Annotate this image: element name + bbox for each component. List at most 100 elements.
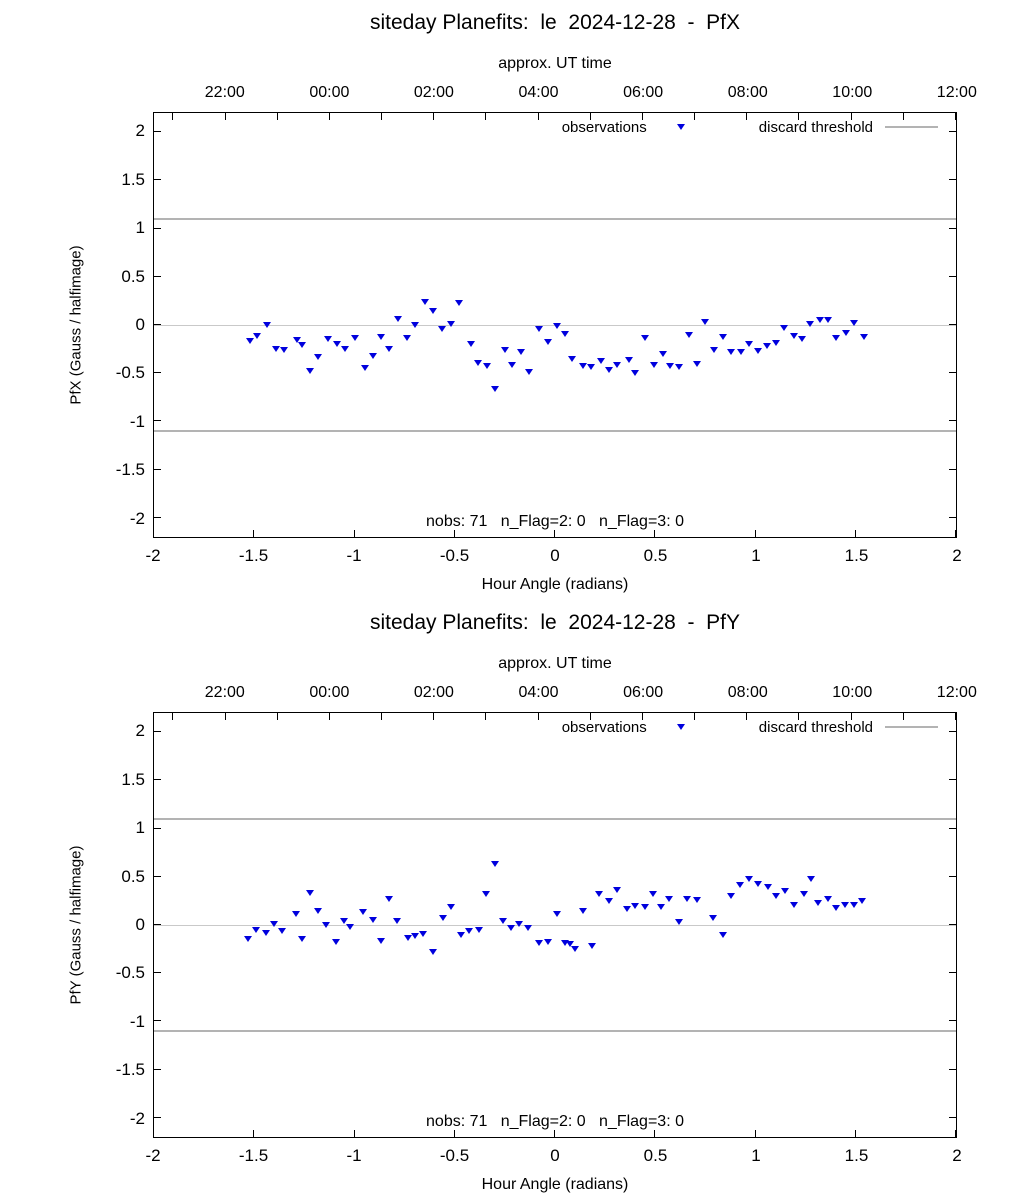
data-point-marker — [292, 911, 301, 918]
data-point-marker — [693, 360, 702, 367]
y-tick-mark — [154, 731, 161, 733]
data-point-marker — [428, 948, 437, 955]
legend-observations-label: observations — [561, 118, 647, 136]
y-tick-mark — [154, 924, 161, 925]
data-point-marker — [393, 316, 402, 323]
data-point-marker — [805, 321, 814, 328]
data-point-marker — [263, 322, 272, 328]
legend: observations discard threshold — [562, 118, 938, 136]
data-point-marker — [709, 915, 718, 922]
data-point-marker — [613, 887, 622, 894]
observations-marker-icon — [676, 124, 685, 130]
data-point-marker — [840, 901, 849, 908]
x-tick-mark — [955, 530, 956, 537]
y-tick-mark-mirror — [949, 731, 956, 733]
y-tick-mark-mirror — [949, 924, 956, 925]
data-point-marker — [753, 880, 762, 887]
data-point-marker — [456, 931, 465, 938]
data-point-marker — [553, 911, 561, 918]
data-point-marker — [516, 348, 525, 355]
data-point-marker — [566, 941, 575, 948]
x-tick-label: 1.5 — [844, 1146, 869, 1165]
y-tick-mark — [154, 420, 161, 422]
plot-title: siteday Planefits: le 2024-12-28 - PfX — [369, 11, 741, 34]
data-point-marker — [376, 333, 385, 340]
data-point-marker — [568, 355, 577, 362]
ut-tick-mark — [433, 713, 435, 720]
data-point-marker — [474, 926, 483, 933]
y-tick-mark — [154, 372, 161, 374]
x-tick-mark — [353, 530, 355, 537]
data-point-marker — [410, 322, 419, 328]
ut-tick-mark — [954, 113, 956, 120]
data-point-marker — [446, 903, 455, 910]
y-tick-label: 0 — [135, 915, 145, 934]
ut-tick-mark — [798, 713, 800, 720]
data-point-marker — [823, 895, 832, 902]
ut-tick-labels: 22:00 00:00 02:00 04:00 06:00 08:00 10:00 12:00 — [153, 84, 977, 104]
data-point-marker — [815, 317, 824, 324]
x-tick-mark — [654, 530, 656, 537]
ut-tick-label: 02:00 — [413, 84, 454, 101]
ut-tick-label: 08:00 — [727, 684, 768, 701]
legend-threshold-label: discard threshold — [758, 718, 873, 736]
data-point-marker — [745, 875, 754, 882]
data-point-marker — [789, 901, 798, 908]
data-point-marker — [482, 363, 491, 370]
plot-panel-pfx: siteday Planefits: le 2024-12-28 - PfX a… — [67, 11, 977, 593]
y-tick-mark — [154, 1020, 161, 1022]
x-tick-mark — [854, 1130, 856, 1137]
ut-tick-mark — [276, 113, 278, 120]
x-tick-mark — [153, 1130, 154, 1137]
x-tick-mark — [353, 1130, 355, 1137]
y-tick-label: 1.5 — [121, 169, 145, 189]
data-point-marker — [498, 918, 507, 925]
x-tick-label: -1.5 — [238, 1146, 269, 1165]
data-point-marker — [553, 322, 561, 329]
data-point-marker — [571, 946, 580, 953]
y-tick-labels: -2 -1.5 -1 -0.5 0 0.5 1 1.5 2 — [99, 712, 145, 1138]
y-tick-mark-mirror — [949, 516, 956, 518]
data-point-marker — [831, 904, 840, 911]
ut-tick-mark — [485, 113, 487, 120]
data-point-marker — [701, 319, 710, 326]
data-point-marker — [763, 884, 772, 891]
data-point-marker — [806, 875, 815, 882]
data-point-marker — [403, 935, 412, 942]
ut-tick-mark — [589, 713, 591, 720]
data-point-marker — [587, 364, 596, 371]
data-point-marker — [543, 339, 552, 346]
data-point-marker — [813, 899, 822, 906]
data-point-marker — [605, 897, 614, 904]
data-point-marker — [736, 881, 745, 888]
data-point-marker — [675, 919, 684, 926]
data-point-marker — [857, 897, 866, 904]
y-tick-mark-mirror — [949, 468, 956, 470]
data-point-marker — [500, 347, 509, 354]
data-point-marker — [683, 895, 692, 902]
data-point-marker — [649, 891, 658, 898]
data-point-marker — [543, 939, 552, 946]
ut-tick-label: 10:00 — [832, 84, 873, 101]
data-point-marker — [246, 338, 255, 345]
y-tick-mark — [154, 131, 161, 133]
data-point-marker — [665, 895, 674, 902]
data-point-marker — [641, 334, 650, 341]
x-tick-labels: -2 -1.5 -1 -0.5 0 0.5 1 1.5 2 — [145, 1146, 961, 1166]
ut-tick-label: 00:00 — [309, 684, 350, 701]
data-point-marker — [613, 362, 622, 369]
data-point-marker — [595, 890, 604, 897]
data-point-marker — [779, 324, 788, 331]
y-tick-label: 2 — [135, 121, 145, 141]
data-point-marker — [797, 336, 806, 343]
ut-tick-label: 04:00 — [518, 84, 559, 101]
y-tick-label: 0.5 — [121, 266, 145, 286]
y-tick-label: -1 — [129, 1011, 145, 1031]
y-tick-mark-mirror — [949, 420, 956, 422]
ut-tick-mark — [798, 113, 800, 120]
y-tick-mark — [154, 275, 161, 277]
data-point-marker — [306, 890, 315, 897]
data-point-marker — [341, 346, 350, 353]
plot-title: siteday Planefits: le 2024-12-28 - PfY — [369, 611, 741, 634]
ut-tick-labels: 22:00 00:00 02:00 04:00 06:00 08:00 10:00 12:00 — [153, 684, 977, 704]
